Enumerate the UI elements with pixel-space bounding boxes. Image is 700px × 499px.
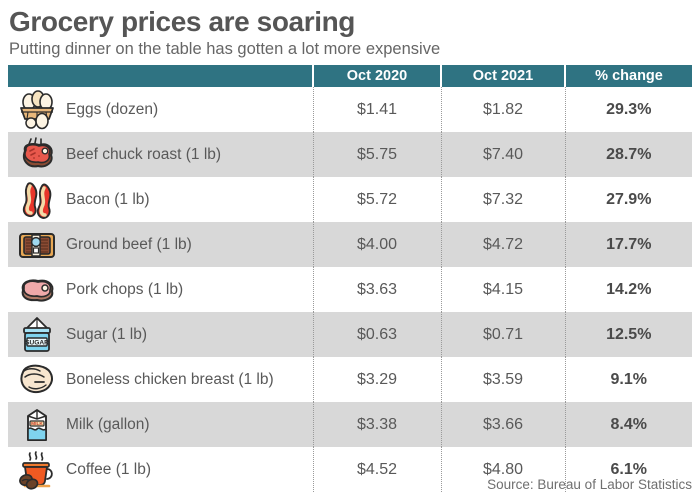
- row-pct-change-value: 6.1%: [564, 447, 692, 492]
- table-row: Ground beef (1 lb) $4.00 $4.72 17.7%: [8, 222, 692, 267]
- row-oct2021-value: $0.71: [440, 312, 565, 357]
- coffee-cup-icon: [19, 450, 53, 490]
- row-oct2020-value: $3.38: [312, 402, 441, 447]
- table-row: Eggs (dozen) $1.41 $1.82 29.3%: [8, 87, 692, 132]
- row-oct2020-value: $5.72: [312, 177, 441, 222]
- table-body: Eggs (dozen) $1.41 $1.82 29.3%: [8, 87, 692, 492]
- row-oct2020-value: $4.52: [312, 447, 441, 492]
- table-header-row: Oct 2020 Oct 2021 % change: [8, 65, 692, 87]
- row-pct-change-value: 9.1%: [564, 357, 692, 402]
- title-block: Grocery prices are soaring Putting dinne…: [0, 0, 700, 60]
- price-table-wrapper: Oct 2020 Oct 2021 % change: [8, 65, 692, 492]
- table-head: Oct 2020 Oct 2021 % change: [8, 65, 692, 87]
- row-icon-cell: [8, 222, 66, 267]
- row-item-label: Sugar (1 lb): [66, 312, 313, 357]
- bacon-icon: [22, 181, 52, 219]
- table-row: Beef chuck roast (1 lb) $5.75 $7.40 28.7…: [8, 132, 692, 177]
- table-row: Coffee (1 lb) $4.52 $4.80 6.1%: [8, 447, 692, 492]
- row-item-label: Pork chops (1 lb): [66, 267, 313, 312]
- row-pct-change-value: 8.4%: [564, 402, 692, 447]
- row-icon-cell: [8, 447, 66, 492]
- row-oct2021-value: $3.59: [440, 357, 565, 402]
- svg-text:MILK: MILK: [31, 421, 43, 427]
- row-oct2021-value: $3.66: [440, 402, 565, 447]
- row-oct2020-value: $4.00: [312, 222, 441, 267]
- pork-chop-icon: [21, 278, 54, 301]
- row-icon-cell: [8, 267, 66, 312]
- column-header-item: [66, 65, 313, 87]
- price-table: Oct 2020 Oct 2021 % change: [8, 65, 692, 492]
- row-oct2021-value: $7.32: [440, 177, 565, 222]
- eggs-icon: [20, 89, 54, 129]
- table-row: Bacon (1 lb) $5.72 $7.32 27.9%: [8, 177, 692, 222]
- row-icon-cell: [8, 177, 66, 222]
- row-pct-change-value: 27.9%: [564, 177, 692, 222]
- row-pct-change-value: 29.3%: [564, 87, 692, 132]
- sugar-icon: SUGAR: [23, 316, 51, 352]
- row-item-label: Eggs (dozen): [66, 87, 313, 132]
- row-item-label: Coffee (1 lb): [66, 447, 313, 492]
- table-row: MILK Milk (gallon) $3.38 $3.66 8.4%: [8, 402, 692, 447]
- row-pct-change-value: 12.5%: [564, 312, 692, 357]
- row-oct2021-value: $7.40: [440, 132, 565, 177]
- table-row: SUGAR Sugar (1 lb) $0.63 $0.71 12.5%: [8, 312, 692, 357]
- row-pct-change-value: 14.2%: [564, 267, 692, 312]
- row-item-label: Boneless chicken breast (1 lb): [66, 357, 313, 402]
- row-pct-change-value: 17.7%: [564, 222, 692, 267]
- row-oct2021-value: $4.80: [440, 447, 565, 492]
- page-title: Grocery prices are soaring: [9, 6, 355, 37]
- row-oct2020-value: $1.41: [312, 87, 441, 132]
- column-header-oct2021: Oct 2021: [440, 65, 565, 87]
- row-icon-cell: [8, 132, 66, 177]
- row-oct2020-value: $3.63: [312, 267, 441, 312]
- row-icon-cell: [8, 357, 66, 402]
- chicken-breast-icon: [20, 364, 53, 393]
- row-item-label: Bacon (1 lb): [66, 177, 313, 222]
- beef-roast-icon: [23, 136, 53, 167]
- svg-text:SUGAR: SUGAR: [25, 339, 49, 346]
- row-item-label: Ground beef (1 lb): [66, 222, 313, 267]
- row-oct2020-value: $5.75: [312, 132, 441, 177]
- row-item-label: Milk (gallon): [66, 402, 313, 447]
- row-icon-cell: [8, 87, 66, 132]
- row-oct2020-value: $0.63: [312, 312, 441, 357]
- row-oct2021-value: $4.72: [440, 222, 565, 267]
- table-row: Pork chops (1 lb) $3.63 $4.15 14.2%: [8, 267, 692, 312]
- page-subtitle: Putting dinner on the table has gotten a…: [9, 40, 441, 59]
- source-note: Source: Bureau of Labor Statistics: [487, 477, 692, 492]
- column-header-icon: [8, 65, 66, 87]
- milk-carton-icon: MILK: [27, 408, 47, 441]
- row-item-label: Beef chuck roast (1 lb): [66, 132, 313, 177]
- ground-beef-icon: [19, 232, 55, 258]
- row-pct-change-value: 28.7%: [564, 132, 692, 177]
- table-row: Boneless chicken breast (1 lb) $3.29 $3.…: [8, 357, 692, 402]
- row-icon-cell: MILK: [8, 402, 66, 447]
- column-header-pct-change: % change: [564, 65, 692, 87]
- row-icon-cell: SUGAR: [8, 312, 66, 357]
- column-header-oct2020: Oct 2020: [312, 65, 441, 87]
- row-oct2021-value: $1.82: [440, 87, 565, 132]
- row-oct2020-value: $3.29: [312, 357, 441, 402]
- row-oct2021-value: $4.15: [440, 267, 565, 312]
